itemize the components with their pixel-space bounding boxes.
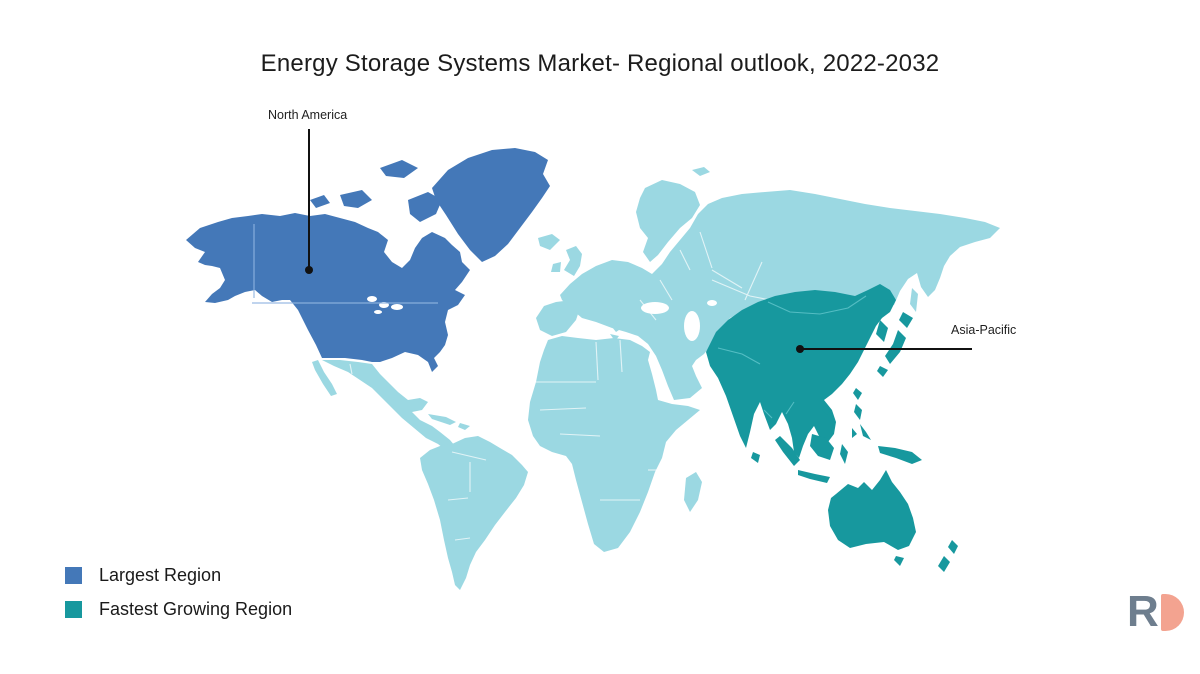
country-borders-light: [349, 231, 771, 541]
legend-item-fastest: Fastest Growing Region: [65, 599, 292, 620]
landmass-cuba: [428, 414, 456, 425]
landmass-philippines-3: [852, 428, 857, 438]
region-north-america: [186, 148, 550, 372]
landmass-borneo: [810, 434, 834, 460]
landmass-ireland: [551, 262, 561, 272]
landmass-hokkaido: [899, 312, 913, 328]
landmass-south-america: [420, 436, 528, 590]
landmass-central-america: [322, 360, 455, 452]
landmass-arctic-small: [310, 195, 330, 208]
page-title: Energy Storage Systems Market- Regional …: [260, 50, 940, 77]
pointer-dot-north-america: [305, 266, 313, 274]
landmass-victoria-island: [340, 190, 372, 208]
landmass-tasmania: [894, 556, 904, 566]
landmass-svalbard: [692, 167, 710, 176]
annotation-asia-pacific: Asia-Pacific: [951, 323, 1017, 337]
us-canada-border: [252, 224, 438, 304]
pointer-dot-asia-pacific: [796, 345, 804, 353]
inland-seas: [641, 300, 717, 341]
landmass-madagascar: [684, 472, 702, 512]
landmass-philippines-1: [854, 404, 862, 420]
landmass-korea: [876, 320, 888, 342]
region-asia-pacific: [706, 284, 958, 572]
pointer-line-north-america: [308, 129, 310, 269]
logo-letter-r: R: [1127, 587, 1159, 636]
pointer-line-asia-pacific: [800, 348, 972, 350]
landmass-nz-south: [938, 556, 950, 572]
landmass-scandinavia: [636, 180, 700, 262]
landmass-java: [798, 470, 830, 483]
landmass-sri-lanka: [751, 452, 760, 463]
landmass-nz-north: [948, 540, 958, 554]
landmass-sumatra: [775, 436, 800, 466]
landmass-sulawesi: [840, 444, 848, 464]
legend-swatch-largest: [65, 567, 82, 584]
landmass-china-india-sea: [706, 284, 896, 458]
landmass-kyushu: [877, 366, 888, 377]
landmass-baja: [312, 360, 337, 396]
logo-d-mark-icon: [1160, 593, 1184, 631]
legend-item-largest: Largest Region: [65, 565, 292, 586]
legend-label-fastest: Fastest Growing Region: [99, 599, 293, 619]
legend-label-largest: Largest Region: [99, 565, 222, 585]
landmass-iberia: [536, 300, 580, 336]
country-borders-teal: [717, 295, 867, 419]
landmass-honshu: [885, 330, 906, 364]
landmass-philippines-2: [860, 424, 871, 440]
landmass-hispaniola: [458, 423, 470, 430]
landmass-baffin: [408, 192, 442, 222]
landmass-greenland: [432, 148, 550, 262]
landmass-australia: [828, 470, 916, 550]
landmass-africa: [528, 336, 700, 552]
landmass-uk: [564, 246, 582, 276]
annotation-north-america: North America: [268, 108, 348, 122]
landmass-taiwan: [853, 388, 862, 400]
landmass-north-america-mainland: [186, 213, 470, 372]
legend-swatch-fastest: [65, 601, 82, 618]
landmass-new-guinea: [878, 446, 922, 464]
brand-logo: R: [1127, 587, 1184, 636]
landmass-sakhalin: [910, 288, 918, 312]
landmass-sicily: [610, 334, 619, 341]
legend: Largest Region Fastest Growing Region: [65, 565, 292, 633]
landmass-hainan: [822, 406, 831, 415]
landmass-ellesmere: [380, 160, 418, 178]
landmass-iceland: [538, 234, 560, 250]
